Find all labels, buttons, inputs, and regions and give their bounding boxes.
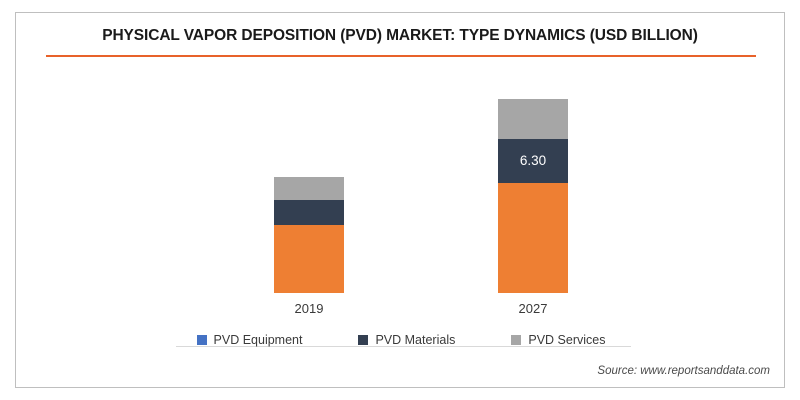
legend-label: PVD Materials xyxy=(375,333,456,347)
legend-item-pvd-equipment[interactable]: PVD Equipment xyxy=(196,333,303,347)
bar-segment-pvd-equipment[interactable] xyxy=(274,225,344,293)
bar-stack: 6.30 xyxy=(498,99,568,293)
plot-area: 2019 6.30 2027 xyxy=(16,68,786,347)
chart-title: PHYSICAL VAPOR DEPOSITION (PVD) MARKET: … xyxy=(102,27,698,44)
bar-segment-pvd-materials[interactable]: 6.30 xyxy=(498,138,568,183)
legend-swatch-icon xyxy=(196,335,207,345)
bar-value-label: 6.30 xyxy=(519,153,547,169)
category-label-2019: 2019 xyxy=(294,301,324,316)
bar-segment-pvd-materials[interactable] xyxy=(274,200,344,226)
bar-segment-pvd-services[interactable] xyxy=(274,176,344,201)
bar-stack xyxy=(274,176,344,293)
legend-label: PVD Services xyxy=(528,333,606,347)
chart-legend: PVD Equipment PVD Materials PVD Services xyxy=(16,333,786,347)
legend-item-pvd-materials[interactable]: PVD Materials xyxy=(358,333,455,347)
legend-swatch-icon xyxy=(511,335,522,345)
bar-group-2019: 2019 xyxy=(274,15,344,316)
bar-segment-pvd-services[interactable] xyxy=(498,99,568,139)
source-note: Source: www.reportsanddata.com xyxy=(597,365,770,377)
title-underline-rule xyxy=(46,55,756,57)
category-label-2027: 2027 xyxy=(518,301,548,316)
legend-swatch-icon xyxy=(358,335,369,345)
legend-label: PVD Equipment xyxy=(213,333,303,347)
bar-group-2027: 6.30 2027 xyxy=(498,15,568,316)
chart-card: PHYSICAL VAPOR DEPOSITION (PVD) MARKET: … xyxy=(15,12,785,388)
legend-item-pvd-services[interactable]: PVD Services xyxy=(511,333,605,347)
category-axis-line xyxy=(176,346,631,347)
bar-segment-pvd-equipment[interactable] xyxy=(498,182,568,293)
